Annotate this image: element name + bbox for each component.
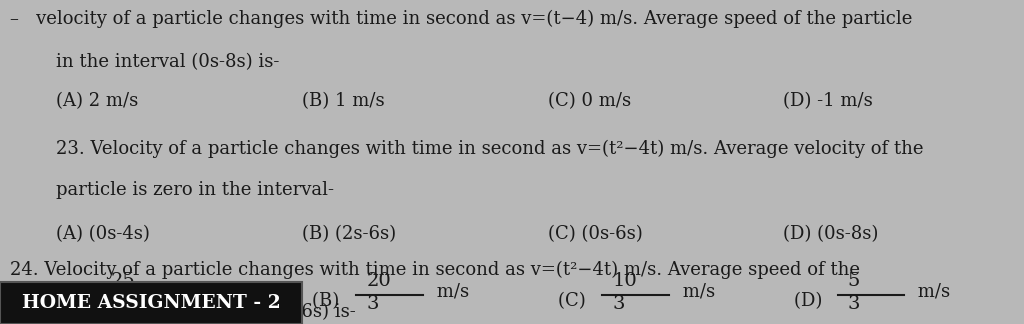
Text: (D) (0s-8s): (D) (0s-8s) — [783, 225, 879, 243]
Text: 3: 3 — [612, 295, 625, 313]
Text: 24. Velocity of a particle changes with time in second as v=(t²−4t) m/s. Average: 24. Velocity of a particle changes with … — [10, 261, 860, 279]
Text: in the interval (0s-8s) is-: in the interval (0s-8s) is- — [56, 53, 280, 72]
Text: 3: 3 — [848, 295, 860, 313]
Text: (A): (A) — [56, 292, 89, 310]
Text: 23. Velocity of a particle changes with time in second as v=(t²−4t) m/s. Average: 23. Velocity of a particle changes with … — [56, 139, 924, 157]
Text: HOME ASSIGNMENT - 2: HOME ASSIGNMENT - 2 — [22, 294, 281, 312]
Text: m/s: m/s — [431, 283, 469, 301]
Text: 3: 3 — [367, 295, 379, 313]
Text: (A) 2 m/s: (A) 2 m/s — [56, 92, 138, 110]
Text: (B) 1 m/s: (B) 1 m/s — [302, 92, 385, 110]
Text: particle is zero in the interval-: particle is zero in the interval- — [56, 181, 334, 200]
Text: 25: 25 — [111, 272, 135, 290]
Text: particle in the interval (0s-6s) is-: particle in the interval (0s-6s) is- — [56, 303, 356, 321]
Text: (C) 0 m/s: (C) 0 m/s — [548, 92, 631, 110]
Text: 5: 5 — [848, 272, 860, 290]
Text: m/s: m/s — [677, 283, 715, 301]
Text: 20: 20 — [367, 272, 391, 290]
Text: –   velocity of a particle changes with time in second as v=(t−4) m/s. Average s: – velocity of a particle changes with ti… — [10, 10, 912, 28]
Text: (B): (B) — [312, 292, 345, 310]
Text: (D): (D) — [794, 292, 827, 310]
Text: m/s: m/s — [912, 283, 950, 301]
Text: (C): (C) — [558, 292, 592, 310]
Text: (C) (0s-6s): (C) (0s-6s) — [548, 225, 643, 243]
Text: 10: 10 — [612, 272, 637, 290]
Text: (A) (0s-4s): (A) (0s-4s) — [56, 225, 151, 243]
Text: (D) -1 m/s: (D) -1 m/s — [783, 92, 873, 110]
Text: 3: 3 — [111, 295, 123, 313]
Text: m/s: m/s — [175, 283, 213, 301]
FancyBboxPatch shape — [0, 282, 302, 324]
Text: (B) (2s-6s): (B) (2s-6s) — [302, 225, 396, 243]
